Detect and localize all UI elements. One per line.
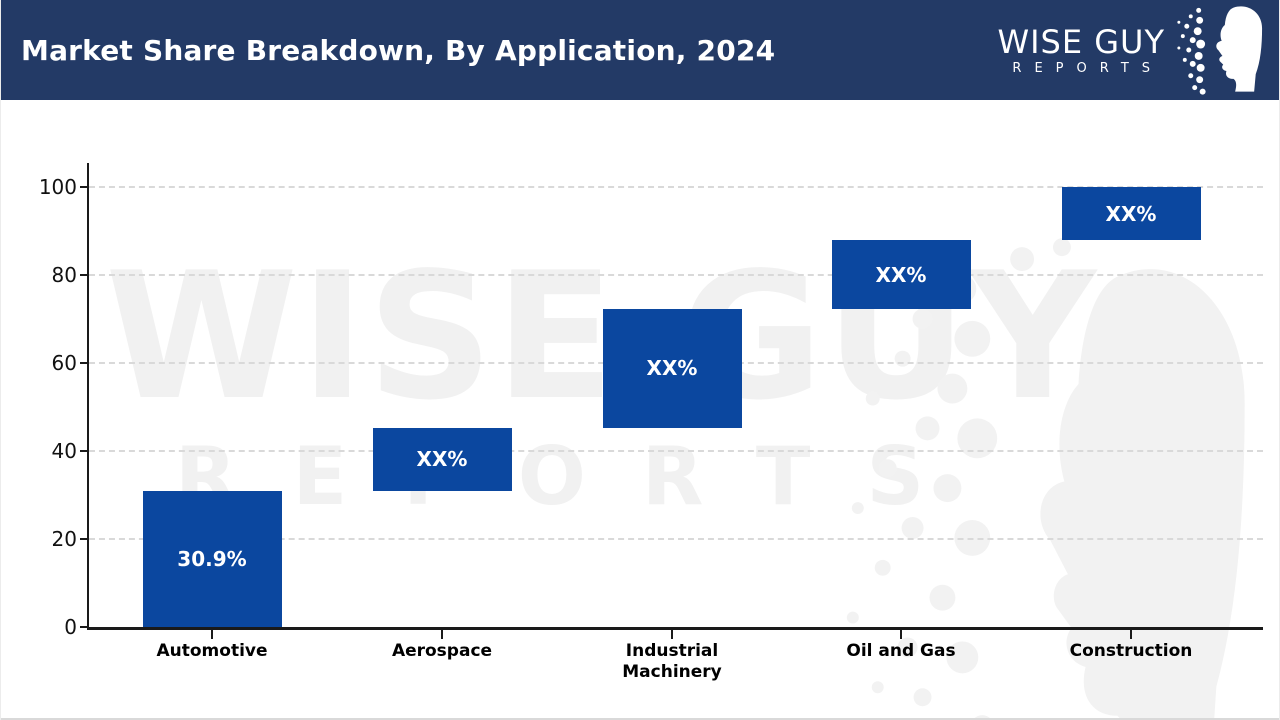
bar-construction: XX% — [1061, 187, 1201, 241]
page-title: Market Share Breakdown, By Application, … — [21, 33, 776, 67]
y-tick-label: 80 — [51, 263, 77, 287]
y-tick-mark — [80, 274, 89, 276]
x-tick-mark — [1130, 630, 1132, 639]
y-tick-label: 60 — [51, 351, 77, 375]
bar-value-label: 30.9% — [177, 547, 247, 571]
bar-aerospace: XX% — [372, 427, 512, 492]
y-tick-label: 0 — [64, 615, 77, 639]
y-tick-mark — [80, 626, 89, 628]
bar-industrial-machinery: XX% — [602, 309, 742, 428]
x-category-label: Construction — [1069, 641, 1193, 661]
bottom-divider — [1, 718, 1279, 720]
waterfall-chart: 0 20 40 60 80 100 30.9% XX% XX% XX% XX% Automotive A… — [1, 100, 1279, 718]
x-tick-mark — [211, 630, 213, 639]
bar-value-label: XX% — [646, 356, 698, 381]
x-category-label: Oil and Gas — [846, 641, 956, 661]
logo-subtitle: REPORTS — [1012, 60, 1164, 76]
watermark-subtitle: REPORTS — [175, 430, 981, 523]
gridline-80 — [89, 274, 1263, 276]
x-axis-line — [87, 627, 1263, 630]
bar-automotive: 30.9% — [142, 491, 282, 627]
bar-value-label: XX% — [1105, 201, 1157, 226]
y-tick-mark — [80, 538, 89, 540]
header: Market Share Breakdown, By Application, … — [1, 0, 1279, 100]
gridline-20 — [89, 538, 1263, 540]
logo-face-icon — [1177, 6, 1263, 95]
x-tick-mark — [671, 630, 673, 639]
x-category-label: Aerospace — [391, 641, 493, 661]
y-tick-label: 20 — [51, 527, 77, 551]
y-axis-line — [87, 163, 89, 627]
wiseguy-logo-text: WISE GUY REPORTS — [997, 26, 1165, 75]
gridline-40 — [89, 450, 1263, 452]
bar-value-label: XX% — [875, 262, 927, 287]
y-tick-mark — [80, 362, 89, 364]
bar-oil-and-gas: XX% — [831, 240, 971, 310]
wiseguy-logo: WISE GUY REPORTS — [997, 4, 1269, 96]
x-category-label: Industrial Machinery — [622, 641, 722, 682]
x-tick-mark — [900, 630, 902, 639]
logo-wordmark: WISE GUY — [997, 22, 1165, 61]
y-tick-mark — [80, 450, 89, 452]
bar-value-label: XX% — [416, 447, 468, 472]
x-tick-mark — [441, 630, 443, 639]
gridline-100 — [89, 186, 1263, 188]
y-tick-label: 100 — [38, 175, 77, 199]
x-category-label: Automotive — [156, 641, 268, 661]
chart-area: WISE GUY REPORTS 0 20 40 60 80 100 30.9% XX% XX%… — [1, 100, 1279, 720]
y-tick-label: 40 — [51, 439, 77, 463]
y-tick-mark — [80, 186, 89, 188]
